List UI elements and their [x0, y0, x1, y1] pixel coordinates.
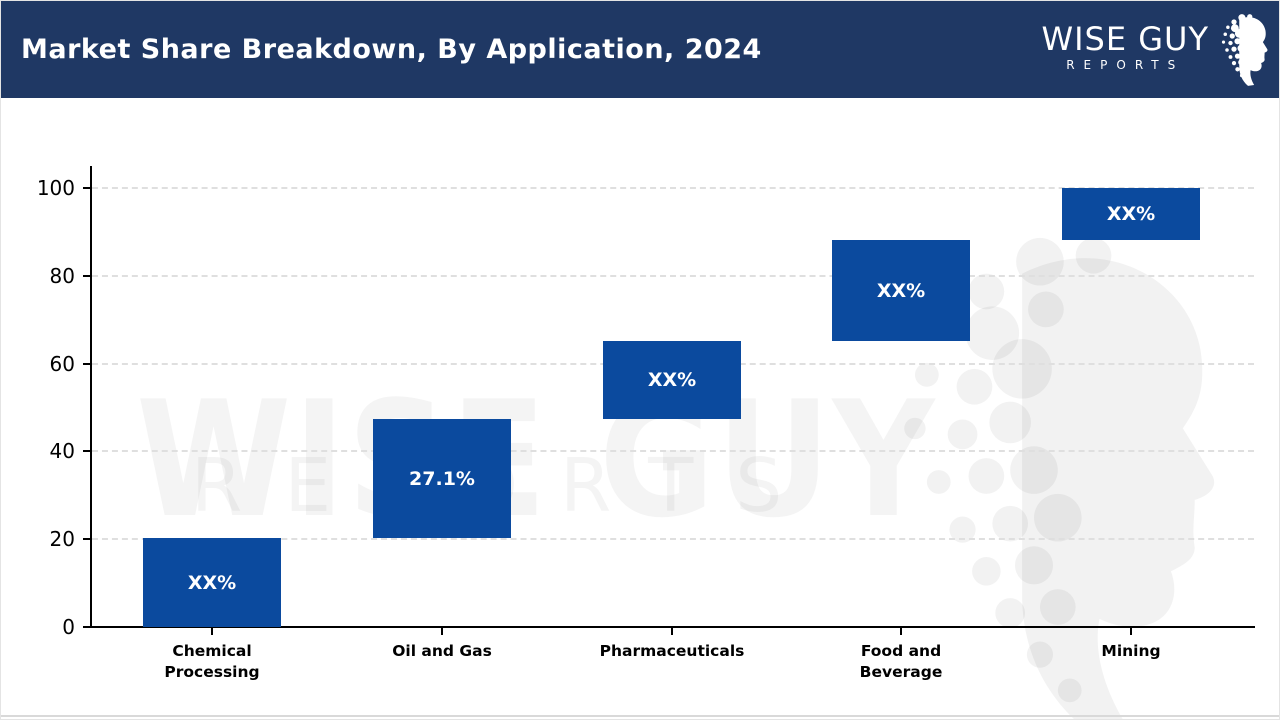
x-tick-mark-0 — [211, 627, 213, 635]
wiseguy-face-icon — [1221, 14, 1268, 86]
x-category-label-1: Oil and Gas — [392, 642, 492, 660]
x-category-label-2: Pharmaceuticals — [599, 642, 745, 660]
wiseguy-logo: WISE GUY REPORTS — [1015, 8, 1268, 92]
wiseguy-logo-wordmark: WISE GUY — [1041, 20, 1209, 58]
bar-value-label: XX% — [187, 571, 237, 594]
bar-value-label: 27.1% — [409, 467, 475, 490]
bottom-border-line — [1, 715, 1279, 717]
bar-value-label: XX% — [647, 369, 697, 391]
x-tick-mark-1 — [441, 627, 443, 635]
x-tick-mark-3 — [900, 627, 902, 635]
y-axis-line — [90, 166, 92, 628]
bar-Food and Beverage: XX% — [832, 240, 970, 341]
x-category-label-4: Mining — [1101, 642, 1161, 660]
bar-Pharmaceuticals: XX% — [603, 341, 741, 419]
bar-value-label: XX% — [1106, 203, 1156, 225]
chart-title: Market Share Breakdown, By Application, … — [21, 34, 762, 65]
x-category-label-0: Chemical Processing — [164, 642, 260, 681]
y-tick-label-100: 100 — [36, 176, 75, 200]
gridline-100 — [92, 187, 1254, 189]
y-tick-mark-40 — [83, 450, 91, 453]
gridline-40 — [92, 450, 1254, 453]
x-tick-mark-2 — [671, 627, 673, 635]
x-tick-mark-4 — [1130, 627, 1132, 635]
y-tick-label-60: 60 — [49, 351, 75, 376]
y-tick-label-40: 40 — [49, 439, 75, 464]
bar-Oil and Gas: 27.1% — [373, 419, 511, 538]
y-tick-label-80: 80 — [49, 263, 75, 288]
bar-value-label: XX% — [876, 279, 926, 302]
header-bar: Market Share Breakdown, By Application, … — [1, 1, 1279, 98]
bar-Chemical Processing: XX% — [143, 538, 281, 627]
watermark-wordmark: WISE GUY — [136, 380, 936, 540]
y-tick-mark-100 — [83, 187, 91, 189]
y-tick-mark-80 — [83, 274, 91, 277]
y-tick-label-20: 20 — [49, 527, 75, 552]
gridline-20 — [92, 538, 1254, 541]
y-tick-mark-60 — [83, 362, 91, 365]
y-tick-label-0: 0 — [62, 615, 75, 639]
bar-Mining: XX% — [1062, 188, 1200, 240]
chart-area: WISE GUY REPORTS 020406080100XX%Chemical… — [1, 98, 1279, 719]
wiseguy-logo-text: WISE GUY REPORTS — [1041, 22, 1209, 72]
y-tick-mark-0 — [83, 626, 91, 628]
wiseguy-logo-subtitle: REPORTS — [1066, 58, 1185, 72]
y-tick-mark-20 — [83, 538, 91, 541]
x-category-label-3: Food and Beverage — [859, 642, 943, 681]
gridline-80 — [92, 274, 1254, 277]
